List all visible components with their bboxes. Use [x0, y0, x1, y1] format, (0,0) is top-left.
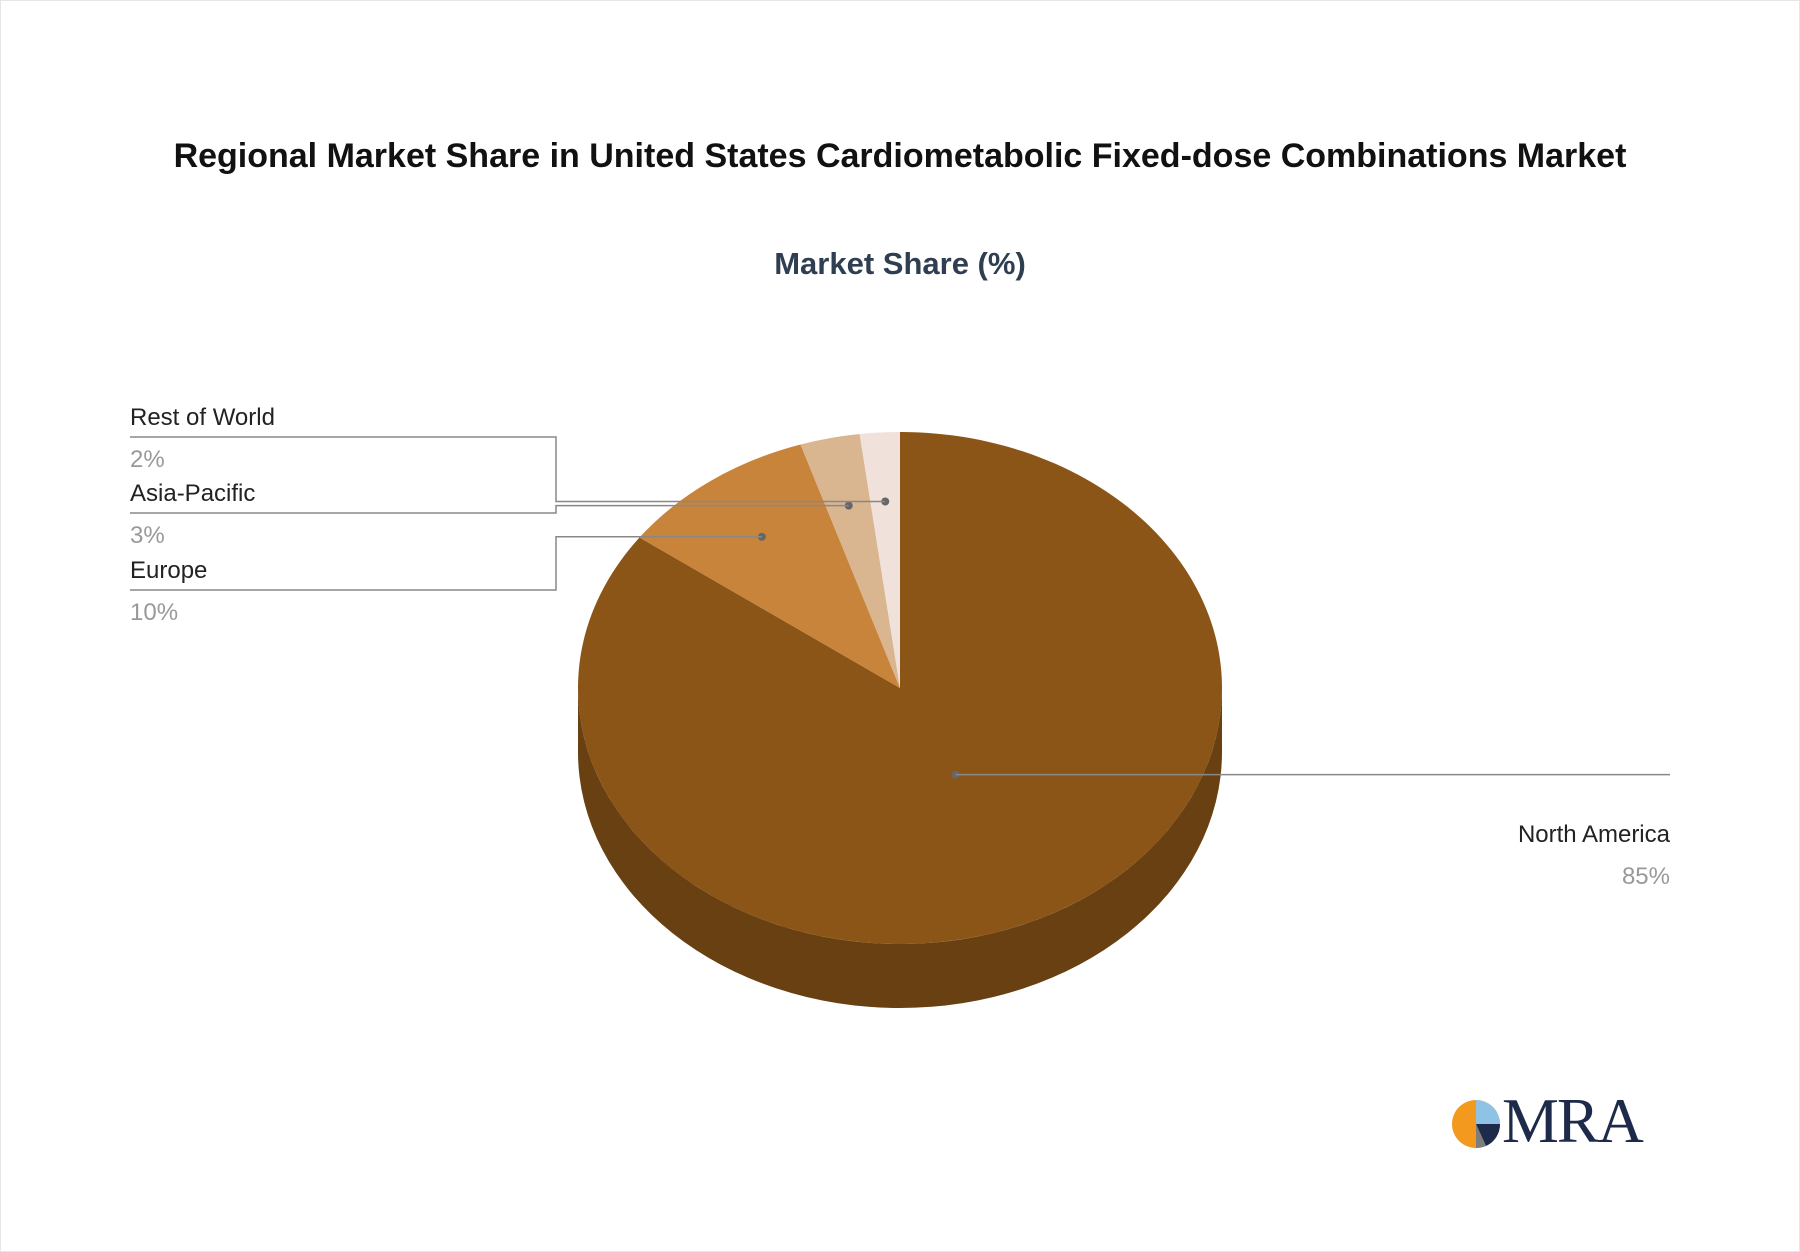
- slice-labels: North America 85% Europe 10% Asia-Pacific 3% R…: [130, 404, 1671, 890]
- leader-line-asia-pacific: [130, 504, 849, 514]
- leader-line-europe: [130, 536, 762, 591]
- pie-slice-rest-of-world: [859, 432, 900, 688]
- logo-pie-icon: [1452, 1100, 1501, 1149]
- pie-depth-north-america: [578, 688, 1222, 1008]
- label-rest-of-world: Rest of World: [130, 404, 275, 431]
- chart-subtitle: Market Share (%): [774, 246, 1026, 281]
- pie-depth: [578, 688, 1222, 1008]
- mra-logo: MRA: [1450, 1085, 1650, 1160]
- value-north-america: 85%: [1622, 863, 1670, 890]
- logo-text: MRA: [1502, 1085, 1644, 1156]
- label-north-america: North America: [1518, 821, 1671, 848]
- leader-line-rest-of-world: [130, 436, 886, 503]
- value-asia-pacific: 3%: [130, 522, 165, 549]
- chart-title: Regional Market Share in United States C…: [173, 137, 1627, 175]
- leader-lines: [130, 436, 1670, 779]
- value-europe: 10%: [130, 599, 178, 626]
- label-europe: Europe: [130, 557, 207, 584]
- label-asia-pacific: Asia-Pacific: [130, 480, 255, 507]
- pie-slice-asia-pacific: [800, 434, 900, 688]
- pie-slices: [578, 432, 1222, 945]
- value-rest-of-world: 2%: [130, 446, 165, 473]
